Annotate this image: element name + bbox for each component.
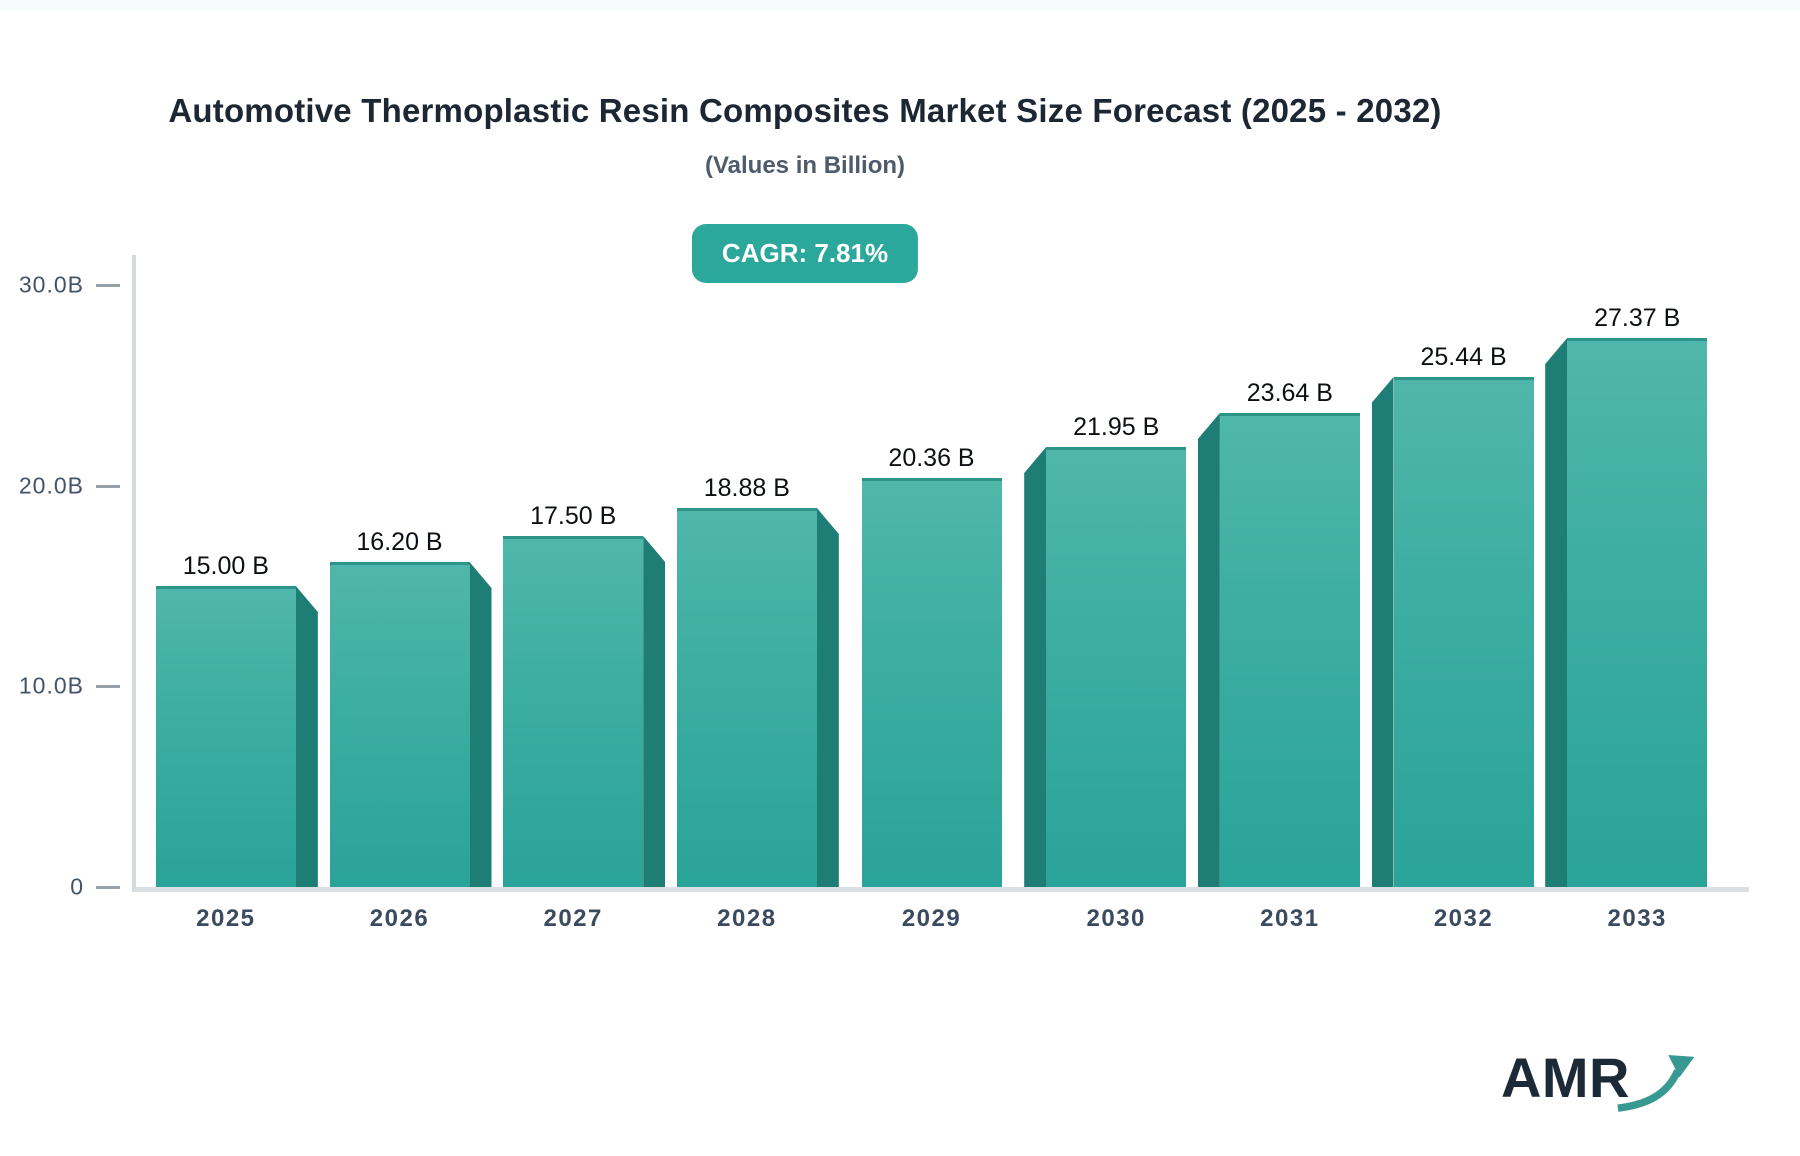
bar-value-label: 15.00 B — [182, 552, 269, 580]
x-axis-label: 2029 — [901, 905, 962, 932]
bar-3d-side — [469, 562, 492, 887]
bar: 16.20 B 2026 — [329, 528, 492, 932]
bar: 20.36 B 2029 — [861, 444, 1002, 932]
bar-3d-side — [1545, 338, 1568, 887]
plot-area: 15.00 B 2025 16.20 B 2026 17.50 B 2027 18.88 B… — [19, 255, 1749, 932]
bar-face: 16.20 B 2026 — [329, 528, 470, 932]
x-axis-label: 2033 — [1607, 905, 1667, 932]
bars-row: 15.00 B 2025 16.20 B 2026 17.50 B 2027 18.88 B… — [150, 255, 1713, 932]
bar-3d-side — [295, 586, 318, 887]
bar-face: 21.95 B 2030 — [1046, 413, 1187, 932]
bar-slot: 16.20 B 2026 — [324, 255, 498, 932]
x-axis-label: 2026 — [369, 905, 430, 932]
y-tick — [96, 685, 120, 689]
chart-subtitle: (Values in Billion) — [704, 152, 906, 179]
bar-value-label: 25.44 B — [1420, 343, 1507, 371]
bar-3d-side — [1371, 377, 1394, 887]
chart-header: Automotive Thermoplastic Resin Composite… — [0, 92, 1610, 180]
x-axis-label: 2027 — [543, 905, 603, 932]
bar-value-label: 27.37 B — [1594, 304, 1681, 332]
bar-face: 23.64 B 2031 — [1219, 379, 1360, 932]
bar: 18.88 B 2028 — [676, 474, 839, 932]
bar-value-label: 23.64 B — [1246, 379, 1333, 407]
bar-value-label: 16.20 B — [356, 528, 443, 556]
x-axis-label: 2032 — [1433, 905, 1494, 932]
bar-slot: 17.50 B 2027 — [497, 255, 671, 932]
bar: 17.50 B 2027 — [503, 502, 666, 932]
bar: 23.64 B 2031 — [1197, 379, 1360, 932]
bar-slot: 20.36 B 2029 — [845, 255, 1019, 932]
growth-arrow-icon — [1617, 1055, 1695, 1112]
bar-slot: 18.88 B 2028 — [671, 255, 845, 932]
y-tick — [96, 484, 120, 488]
y-tick-label: 20.0B — [18, 472, 84, 499]
bar-3d-side — [816, 508, 839, 887]
bar-slot: 25.44 B 2032 — [1366, 255, 1540, 932]
bar-slot: 15.00 B 2025 — [150, 255, 324, 932]
bar-face: 15.00 B 2025 — [155, 552, 296, 932]
bar-value-label: 18.88 B — [703, 474, 790, 502]
brand-logo: AMR — [1501, 1050, 1700, 1114]
brand-logo-text: AMR — [1500, 1046, 1630, 1109]
bar-face: 17.50 B 2027 — [503, 502, 644, 932]
bar: 25.44 B 2032 — [1371, 343, 1534, 932]
bar: 27.37 B 2033 — [1545, 304, 1708, 932]
x-axis-label: 2030 — [1086, 905, 1146, 932]
bar-slot: 21.95 B 2030 — [1018, 255, 1192, 932]
x-axis-label: 2028 — [717, 905, 777, 932]
bar-value-label: 17.50 B — [530, 502, 617, 530]
bar-face: 27.37 B 2033 — [1567, 304, 1708, 932]
bar: 21.95 B 2030 — [1024, 413, 1187, 932]
bar-face: 18.88 B 2028 — [676, 474, 817, 932]
y-tick — [96, 886, 120, 889]
chart-title: Automotive Thermoplastic Resin Composite… — [168, 92, 1442, 129]
cagr-badge: CAGR: 7.81% — [691, 224, 919, 283]
bar: 15.00 B 2025 — [155, 552, 318, 932]
y-tick — [96, 284, 120, 287]
bar-slot: 23.64 B 2031 — [1192, 255, 1366, 932]
bar-3d-side — [643, 536, 666, 887]
y-tick-label: 30.0B — [18, 271, 84, 298]
y-tick-label: 0 — [70, 873, 84, 900]
bar-face: 25.44 B 2032 — [1393, 343, 1534, 932]
bar-value-label: 20.36 B — [888, 444, 975, 472]
y-tick-label: 10.0B — [18, 672, 84, 699]
x-axis-label: 2025 — [196, 905, 256, 932]
bar-value-label: 21.95 B — [1073, 413, 1160, 441]
bar-slot: 27.37 B 2033 — [1539, 255, 1713, 932]
bar-3d-side — [1197, 413, 1220, 887]
background-frame — [0, 0, 1800, 10]
bar-face: 20.36 B 2029 — [861, 444, 1002, 932]
x-axis-label: 2031 — [1260, 905, 1320, 932]
bar-3d-side — [1024, 447, 1047, 887]
